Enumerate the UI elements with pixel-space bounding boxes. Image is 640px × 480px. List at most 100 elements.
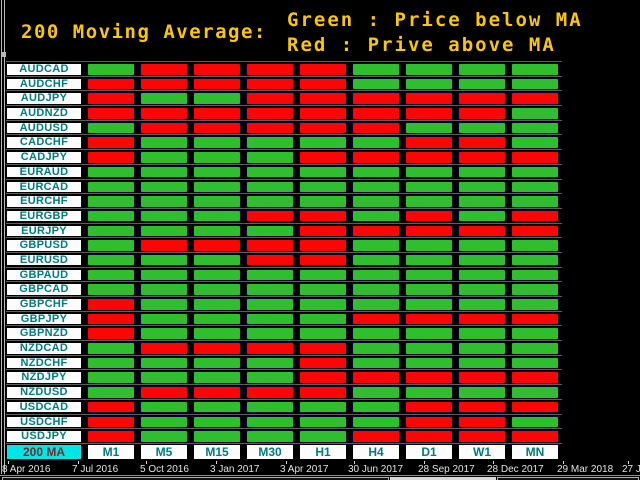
ma-cell-USDCAD-M15 — [193, 400, 241, 414]
ma-cell-CADCHF-D1 — [405, 136, 453, 149]
ma-cell-GBPNZD-MN — [511, 327, 559, 340]
ma-cell-AUDJPY-H1 — [299, 92, 347, 105]
ma-cell-EURGBP-M5 — [140, 209, 188, 223]
ma-cell-AUDUSD-MN — [511, 121, 559, 135]
ma-cell-NZDCAD-H1 — [299, 342, 347, 355]
ma-cell-EURCAD-M5 — [140, 180, 188, 193]
ma-cell-CADJPY-M5 — [140, 151, 188, 164]
timeline-date: 28 Dec 2017 — [487, 464, 544, 475]
pair-row: USDCHF — [6, 415, 562, 430]
ma-cell-EURJPY-H1 — [299, 224, 347, 238]
ma-cell-USDCHF-M5 — [140, 415, 188, 428]
ma-cell-EURGBP-MN — [511, 209, 559, 223]
ma-cell-GBPNZD-W1 — [458, 327, 506, 340]
ma-cell-CADCHF-M15 — [193, 136, 241, 149]
ma-cell-NZDCAD-M30 — [246, 342, 294, 355]
ma-cell-GBPCHF-H4 — [352, 298, 400, 311]
ma-cell-USDCAD-W1 — [458, 400, 506, 414]
ma-cell-GBPCAD-M15 — [193, 283, 241, 296]
pair-label-USDCAD: USDCAD — [6, 400, 82, 414]
ma-cell-CADJPY-M15 — [193, 151, 241, 164]
ma-cell-NZDJPY-W1 — [458, 371, 506, 384]
ma-cell-CADCHF-MN — [511, 136, 559, 149]
ma-cell-NZDCAD-MN — [511, 342, 559, 355]
ma-cell-AUDNZD-M1 — [87, 107, 135, 120]
ma-cell-CADCHF-M5 — [140, 136, 188, 149]
scrollbar-left-segment[interactable] — [2, 477, 389, 480]
ma-cell-EURAUD-H1 — [299, 165, 347, 179]
ma-cell-EURJPY-M1 — [87, 224, 135, 238]
pair-row: EURGBP — [6, 209, 562, 224]
ma-cell-GBPJPY-M15 — [193, 312, 241, 326]
pair-label-AUDCAD: AUDCAD — [6, 63, 82, 76]
ma-cell-GBPAUD-M15 — [193, 268, 241, 282]
ma-cell-EURJPY-D1 — [405, 224, 453, 238]
ma-cell-NZDJPY-D1 — [405, 371, 453, 384]
ma-cell-GBPNZD-D1 — [405, 327, 453, 340]
ma-cell-NZDUSD-MN — [511, 386, 559, 399]
ma-cell-AUDJPY-H4 — [352, 92, 400, 105]
ma-cell-GBPCHF-D1 — [405, 298, 453, 311]
ma-cell-GBPJPY-W1 — [458, 312, 506, 326]
horizontal-scrollbar[interactable] — [0, 475, 640, 480]
timeline-date: 7 Jul 2016 — [72, 464, 119, 475]
ma-cell-GBPUSD-M15 — [193, 239, 241, 252]
ma-cell-EURCHF-M30 — [246, 195, 294, 208]
ma-cell-CADJPY-M1 — [87, 151, 135, 164]
pair-label-EURGBP: EURGBP — [6, 209, 82, 223]
ma-cell-AUDJPY-MN — [511, 92, 559, 105]
ma-cell-EURGBP-D1 — [405, 209, 453, 223]
ma-cell-GBPAUD-MN — [511, 268, 559, 282]
scrollbar-right-segment[interactable] — [497, 477, 639, 480]
ma-cell-AUDCHF-D1 — [405, 77, 453, 91]
ma-cell-AUDJPY-M15 — [193, 92, 241, 105]
ma-cell-USDCHF-M15 — [193, 415, 241, 428]
ma-cell-AUDUSD-W1 — [458, 121, 506, 135]
ma-cell-EURGBP-M15 — [193, 209, 241, 223]
ma-cell-EURUSD-H4 — [352, 253, 400, 267]
ma-cell-NZDUSD-M15 — [193, 386, 241, 399]
ma-cell-AUDJPY-M1 — [87, 92, 135, 105]
ma-cell-AUDCAD-H4 — [352, 63, 400, 76]
pair-row: GBPJPY — [6, 312, 562, 327]
pair-label-EURAUD: EURAUD — [6, 165, 82, 179]
ma-cell-GBPAUD-M1 — [87, 268, 135, 282]
ma-cell-GBPUSD-H4 — [352, 239, 400, 252]
legend-red-line: Red : Prive above MA — [287, 34, 556, 56]
pair-label-EURJPY: EURJPY — [6, 224, 82, 238]
ma-cell-NZDCHF-M15 — [193, 356, 241, 370]
pair-label-GBPNZD: GBPNZD — [6, 327, 82, 340]
pair-label-EURUSD: EURUSD — [6, 253, 82, 267]
ma-cell-EURAUD-MN — [511, 165, 559, 179]
timeline-tick — [493, 461, 494, 464]
ma-cell-GBPJPY-M30 — [246, 312, 294, 326]
timeframe-label-M30: M30 — [246, 444, 294, 460]
pair-label-CADCHF: CADCHF — [6, 136, 82, 149]
ma-cell-AUDCHF-M5 — [140, 77, 188, 91]
ma-cell-AUDUSD-M15 — [193, 121, 241, 135]
ma-grid: AUDCAD AUDCHF AUDJPY AUDNZD AUDUSD CADCHF CADJ… — [6, 61, 562, 444]
timeline-date: 3 Apr 2017 — [280, 464, 329, 475]
legend: Green : Price below MA Red : Prive above… — [287, 8, 583, 58]
ma-cell-EURCHF-MN — [511, 195, 559, 208]
ma-cell-AUDUSD-M5 — [140, 121, 188, 135]
timeframe-label-MN: MN — [511, 444, 559, 460]
ma-cell-EURAUD-M15 — [193, 165, 241, 179]
ma-cell-GBPCHF-M1 — [87, 298, 135, 311]
ma-cell-AUDCAD-M1 — [87, 63, 135, 76]
ma-cell-GBPNZD-M15 — [193, 327, 241, 340]
ma-cell-GBPCHF-M30 — [246, 298, 294, 311]
ma-cell-GBPAUD-H4 — [352, 268, 400, 282]
pair-label-GBPJPY: GBPJPY — [6, 312, 82, 326]
ma-cell-CADCHF-H4 — [352, 136, 400, 149]
ma-cell-CADJPY-H4 — [352, 151, 400, 164]
corner-200ma-label: 200 MA — [6, 444, 82, 460]
ma-cell-USDCAD-H1 — [299, 400, 347, 414]
ma-cell-EURAUD-M5 — [140, 165, 188, 179]
ma-cell-NZDCHF-D1 — [405, 356, 453, 370]
scrollbar-thumb[interactable] — [390, 477, 496, 480]
ma-cell-GBPNZD-M5 — [140, 327, 188, 340]
ma-cell-EURUSD-M1 — [87, 253, 135, 267]
ma-cell-EURCAD-H1 — [299, 180, 347, 193]
ma-cell-AUDCAD-H1 — [299, 63, 347, 76]
